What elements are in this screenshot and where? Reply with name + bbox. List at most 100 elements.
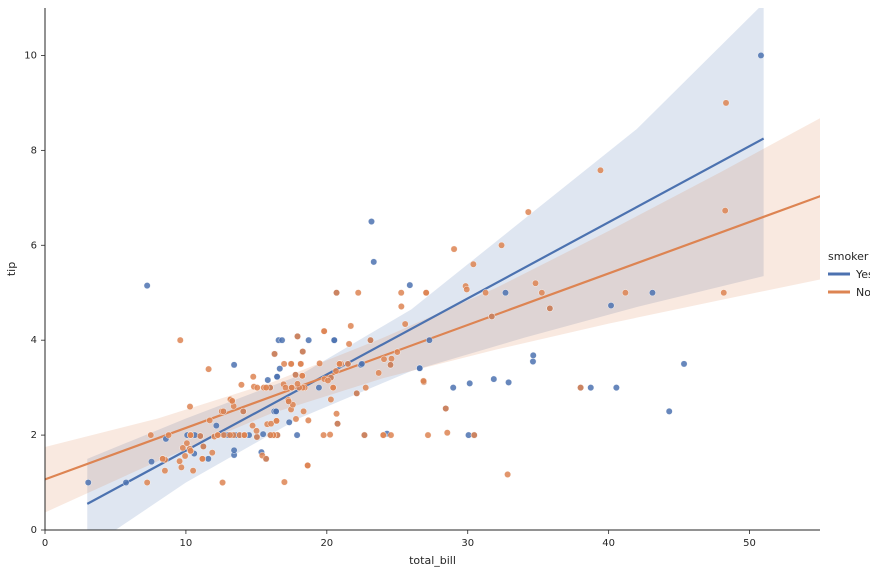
reg-line-no (17, 186, 848, 490)
scatter-point (205, 456, 211, 462)
scatter-point (219, 479, 225, 485)
x-tick-label: 30 (461, 538, 474, 549)
scatter-point (420, 378, 426, 384)
scatter-point (367, 337, 373, 343)
scatter-point (187, 448, 193, 454)
scatter-point (425, 432, 431, 438)
scatter-point (299, 373, 305, 379)
scatter-point (723, 100, 729, 106)
scatter-point (388, 355, 394, 361)
scatter-point (577, 384, 583, 390)
scatter-point (622, 290, 628, 296)
scatter-point (608, 302, 614, 308)
scatter-point (491, 376, 497, 382)
scatter-point (148, 458, 154, 464)
scatter-point (355, 290, 361, 296)
scatter-point (505, 379, 511, 385)
scatter-point (525, 209, 531, 215)
scatter-point (288, 361, 294, 367)
legend: smoker Yes No (828, 250, 870, 299)
scatter-point (281, 479, 287, 485)
scatter-point (363, 384, 369, 390)
scatter-point (281, 361, 287, 367)
scatter-point (184, 440, 190, 446)
scatter-point (758, 52, 764, 58)
scatter-point (470, 261, 476, 267)
scatter-point (293, 416, 299, 422)
scatter-point (666, 408, 672, 414)
scatter-point (407, 282, 413, 288)
scatter-point (85, 479, 91, 485)
x-tick-label: 40 (602, 538, 615, 549)
scatter-point (187, 432, 193, 438)
scatter-point (305, 337, 311, 343)
scatter-point (187, 403, 193, 409)
scatter-point (289, 384, 295, 390)
scatter-point (398, 303, 404, 309)
scatter-point (316, 384, 322, 390)
x-axis-title: total_bill (409, 554, 456, 567)
scatter-point (294, 333, 300, 339)
scatter-point (353, 390, 359, 396)
scatter-point (298, 361, 304, 367)
legend-label: No (856, 286, 870, 299)
scatter-point (368, 218, 374, 224)
scatter-point (221, 432, 227, 438)
scatter-point (328, 396, 334, 402)
scatter-point (182, 453, 188, 459)
scatter-point (371, 259, 377, 265)
scatter-point (249, 422, 255, 428)
scatter-point (271, 351, 277, 357)
scatter-point (305, 417, 311, 423)
y-tick-label: 6 (31, 240, 37, 251)
scatter-point (471, 432, 477, 438)
scatter-point (253, 428, 259, 434)
scatter-point (451, 246, 457, 252)
scatter-point (387, 362, 393, 368)
scatter-point (263, 456, 269, 462)
scatter-point (597, 167, 603, 173)
y-axis: 0246810 (24, 50, 45, 536)
scatter-point (209, 449, 215, 455)
scatter-point (588, 384, 594, 390)
scatter-point (467, 380, 473, 386)
scatter-point (532, 280, 538, 286)
scatter-point (530, 358, 536, 364)
scatter-point (464, 286, 470, 292)
scatter-point (207, 417, 213, 423)
scatter-point (333, 368, 339, 374)
scatter-point (199, 456, 205, 462)
scatter-chart: 01020304050total_bill0246810tipsmokerYes… (0, 0, 870, 568)
scatter-point (292, 372, 298, 378)
scatter-point (416, 365, 422, 371)
scatter-point (241, 432, 247, 438)
confidence-bands (17, 3, 848, 549)
scatter-point (300, 408, 306, 414)
scatter-point (165, 432, 171, 438)
scatter-point (300, 348, 306, 354)
scatter-point (375, 370, 381, 376)
chart-stage: 01020304050total_bill0246810tipsmokerYes… (0, 0, 870, 568)
scatter-point (205, 366, 211, 372)
scatter-point (267, 432, 273, 438)
scatter-point (316, 360, 322, 366)
scatter-point (220, 408, 226, 414)
scatter-point (681, 361, 687, 367)
scatter-point (361, 432, 367, 438)
scatter-point (215, 432, 221, 438)
scatter-point (123, 479, 129, 485)
scatter-point (279, 337, 285, 343)
legend-title: smoker (828, 250, 869, 263)
scatter-point (333, 411, 339, 417)
scatter-point (489, 313, 495, 319)
scatter-point (331, 337, 337, 343)
scatter-point (426, 337, 432, 343)
scatter-point (197, 433, 203, 439)
y-tick-label: 10 (24, 50, 37, 61)
x-tick-label: 0 (42, 538, 48, 549)
scatter-point (159, 456, 165, 462)
scatter-point (286, 419, 292, 425)
scatter-point (273, 408, 279, 414)
scatter-point (294, 432, 300, 438)
legend-label: Yes (855, 268, 870, 281)
